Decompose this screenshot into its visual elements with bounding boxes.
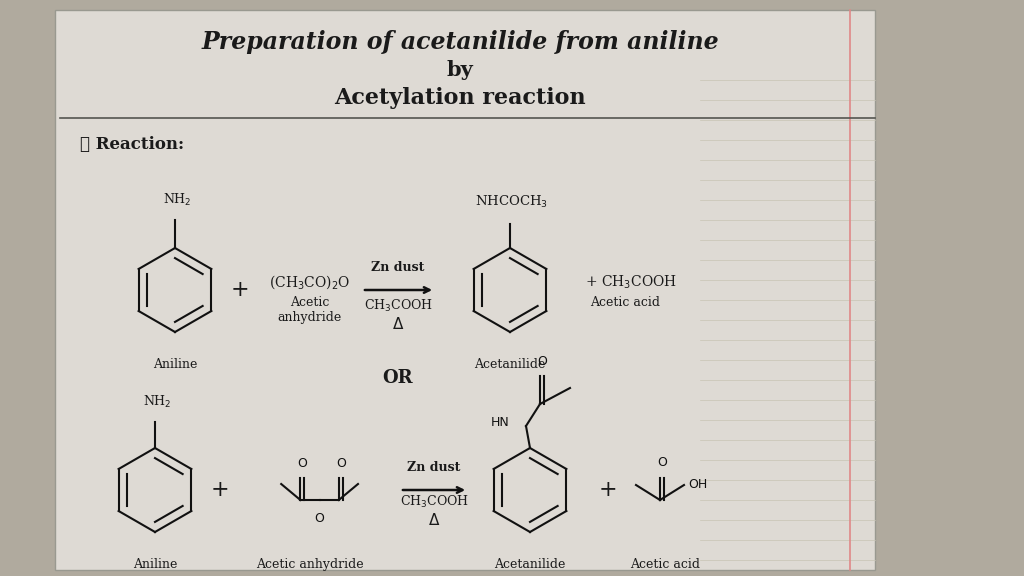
- Text: Acetanilide: Acetanilide: [474, 358, 546, 371]
- Text: Acetic acid: Acetic acid: [590, 295, 660, 309]
- FancyBboxPatch shape: [55, 10, 874, 570]
- Text: O: O: [537, 355, 547, 368]
- Text: Aniline: Aniline: [153, 358, 198, 371]
- Text: CH$_3$COOH: CH$_3$COOH: [399, 494, 468, 510]
- Text: NHCOCH$_3$: NHCOCH$_3$: [475, 194, 549, 210]
- Text: Acetylation reaction: Acetylation reaction: [334, 87, 586, 109]
- Text: $\Delta$: $\Delta$: [392, 316, 404, 332]
- Text: CH$_3$COOH: CH$_3$COOH: [364, 298, 432, 314]
- Text: O: O: [657, 457, 667, 469]
- Text: Aniline: Aniline: [133, 558, 177, 571]
- Text: anhydride: anhydride: [278, 312, 342, 324]
- Text: Acetic: Acetic: [291, 295, 330, 309]
- Text: $\Delta$: $\Delta$: [428, 512, 440, 528]
- Text: + CH$_3$COOH: + CH$_3$COOH: [585, 273, 677, 291]
- Text: HN: HN: [492, 415, 510, 429]
- Text: O: O: [297, 457, 307, 469]
- Text: O: O: [314, 512, 325, 525]
- Text: Acetic anhydride: Acetic anhydride: [256, 558, 364, 571]
- Text: Acetic acid: Acetic acid: [630, 558, 700, 571]
- Text: O: O: [336, 457, 346, 469]
- Text: +: +: [230, 279, 249, 301]
- Text: Preparation of acetanilide from aniline: Preparation of acetanilide from aniline: [201, 30, 719, 54]
- Text: Acetanilide: Acetanilide: [495, 558, 565, 571]
- Text: +: +: [211, 479, 229, 501]
- Text: +: +: [599, 479, 617, 501]
- Text: NH$_2$: NH$_2$: [142, 394, 171, 410]
- Text: ❖ Reaction:: ❖ Reaction:: [80, 137, 184, 153]
- Text: NH$_2$: NH$_2$: [163, 192, 191, 208]
- Text: OR: OR: [383, 369, 414, 387]
- Text: Zn dust: Zn dust: [372, 261, 425, 274]
- Text: OH: OH: [688, 479, 708, 491]
- Text: by: by: [446, 60, 473, 80]
- Text: (CH$_3$CO)$_2$O: (CH$_3$CO)$_2$O: [269, 273, 351, 291]
- Text: Zn dust: Zn dust: [408, 461, 461, 474]
